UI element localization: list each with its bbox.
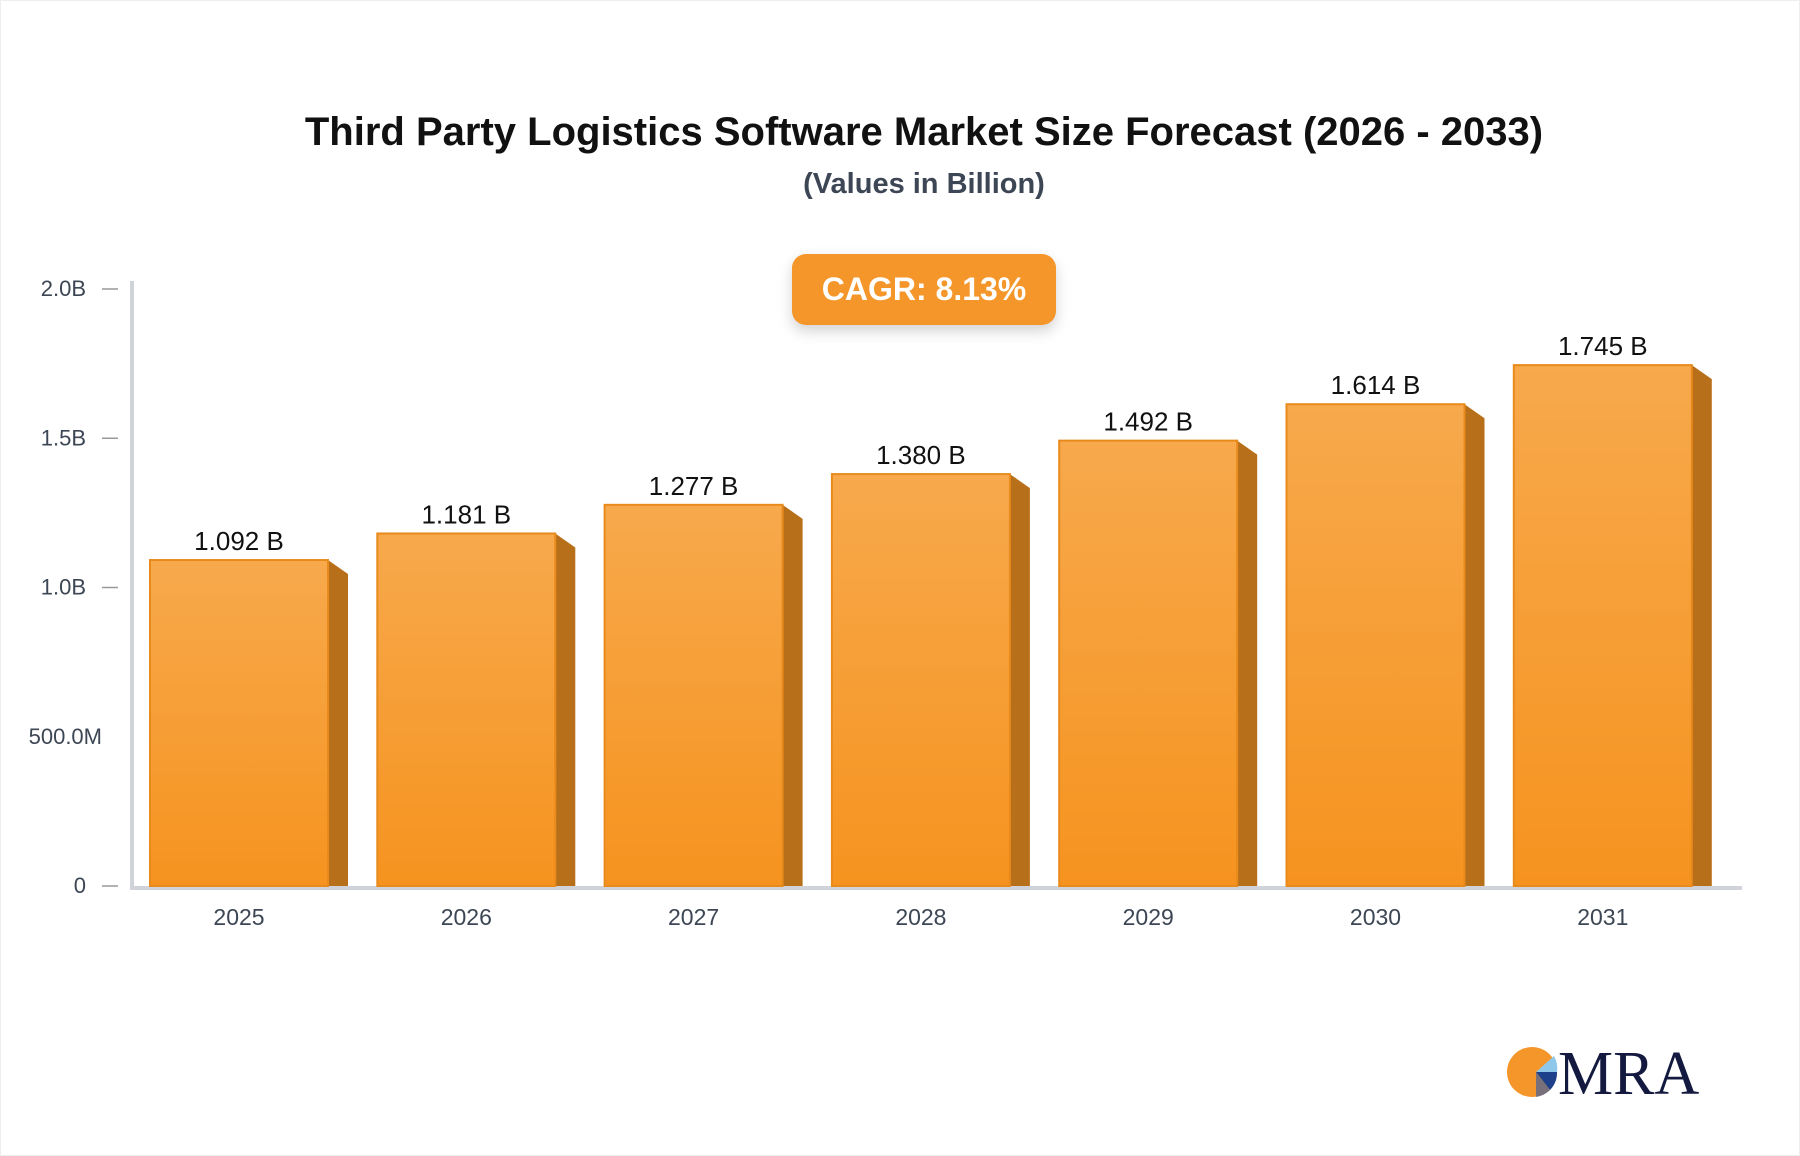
data-label: 1.492 B xyxy=(1103,407,1193,437)
y-tick-label: 2.0B xyxy=(41,276,86,301)
data-label: 1.277 B xyxy=(649,471,739,501)
x-tick-label: 2030 xyxy=(1350,904,1401,930)
cagr-badge: CAGR: 8.13% xyxy=(792,254,1056,325)
x-tick-label: 2029 xyxy=(1123,904,1174,930)
bar xyxy=(1285,403,1466,887)
x-tick-label: 2028 xyxy=(895,904,946,930)
data-label: 1.092 B xyxy=(194,526,284,556)
bar-side xyxy=(1009,474,1030,886)
bar xyxy=(603,503,784,887)
mra-logo: MRA xyxy=(1504,1036,1704,1100)
x-tick-label: 2027 xyxy=(668,904,719,930)
data-label: 1.181 B xyxy=(421,499,511,529)
y-tick-label: 1.0B xyxy=(41,575,86,600)
chart-title: Third Party Logistics Software Market Si… xyxy=(304,110,1544,154)
x-tick-label: 2026 xyxy=(441,904,492,930)
bar xyxy=(376,532,557,887)
bar-side xyxy=(328,560,348,886)
y-tick-label: 1.5B xyxy=(41,425,86,450)
bar xyxy=(149,559,329,888)
bar-side xyxy=(1237,440,1258,886)
data-label: 1.614 B xyxy=(1331,370,1421,400)
bar xyxy=(830,473,1011,887)
data-label: 1.380 B xyxy=(876,440,966,470)
bar-side xyxy=(782,504,803,886)
y-tick-label: 500.0M xyxy=(29,724,102,749)
data-label: 1.745 B xyxy=(1558,331,1648,361)
x-tick-label: 2031 xyxy=(1577,904,1628,930)
bar-side xyxy=(1691,365,1712,886)
x-tick-label: 2025 xyxy=(213,904,264,930)
bar-side xyxy=(1464,404,1485,886)
svg-text:MRA: MRA xyxy=(1558,1040,1699,1100)
chart-subtitle: (Values in Billion) xyxy=(803,168,1045,200)
bar xyxy=(1512,364,1693,887)
bar xyxy=(1058,439,1239,887)
bar-side xyxy=(555,533,576,886)
y-tick-label: 0 xyxy=(74,873,86,898)
